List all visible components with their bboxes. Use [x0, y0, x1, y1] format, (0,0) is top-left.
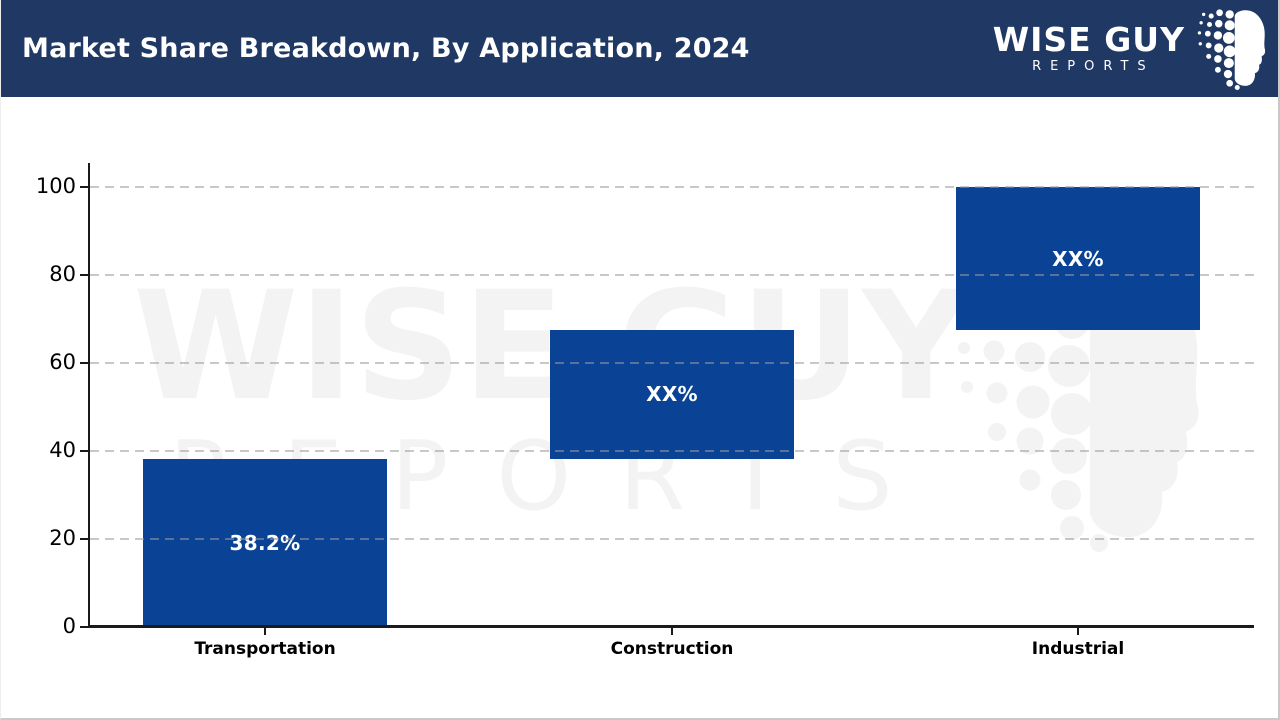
gridline	[90, 538, 1254, 540]
y-tick	[80, 274, 88, 276]
x-axis-label: Transportation	[194, 639, 336, 659]
y-tick-label: 20	[49, 526, 76, 550]
y-tick-label: 40	[49, 438, 76, 462]
gridline	[90, 362, 1254, 364]
bar-value-label: XX%	[646, 382, 698, 407]
y-tick-label: 0	[62, 614, 76, 638]
y-tick-label: 80	[49, 262, 76, 286]
y-axis-spine	[88, 163, 90, 627]
gridline	[90, 450, 1254, 452]
bar-value-label: XX%	[1052, 246, 1104, 271]
y-tick-label: 60	[49, 350, 76, 374]
x-axis-label: Industrial	[1031, 639, 1125, 659]
bar-industrial: XX%	[956, 187, 1200, 330]
y-tick	[80, 362, 88, 364]
y-tick	[80, 538, 88, 540]
logo-wordmark: WISE GUY	[992, 20, 1185, 59]
y-tick	[80, 626, 88, 628]
watermark-head-profile-dots-icon	[957, 264, 1199, 552]
x-tick	[1077, 628, 1079, 635]
watermark: WISE GUY REPORTS	[133, 264, 1201, 552]
x-axis-spine	[88, 625, 1254, 628]
x-tick	[671, 628, 673, 635]
head-profile-dots-icon	[1197, 9, 1266, 90]
y-tick	[80, 186, 88, 188]
y-tick-label: 100	[35, 174, 76, 198]
bar-transportation: 38.2%	[143, 458, 387, 627]
bar-construction: XX%	[550, 330, 794, 459]
page-title: Market Share Breakdown, By Application, …	[22, 33, 750, 64]
wise-guy-reports-logo: WISE GUY REPORTS	[993, 6, 1269, 90]
gridline	[90, 186, 1254, 188]
watermark-wordmark: WISE GUY	[133, 260, 971, 434]
logo-text: WISE GUY REPORTS	[992, 20, 1185, 75]
x-axis-label: Construction	[610, 639, 734, 659]
header-bar: Market Share Breakdown, By Application, …	[1, 0, 1278, 97]
watermark-text: WISE GUY REPORTS	[133, 272, 971, 532]
x-tick	[264, 628, 266, 635]
y-tick	[80, 450, 88, 452]
watermark-subtitle: REPORTS	[169, 422, 941, 532]
logo-subtitle: REPORTS	[1032, 59, 1155, 74]
bar-value-label: 38.2%	[229, 530, 301, 555]
gridline	[90, 274, 1254, 276]
